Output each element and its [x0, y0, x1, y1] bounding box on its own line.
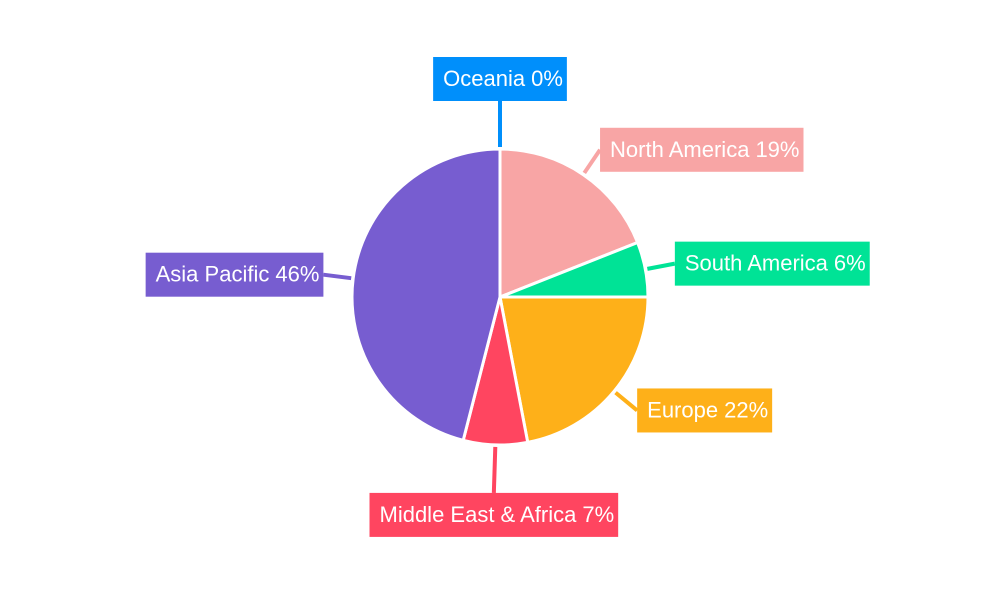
label-text: Asia Pacific 46%: [156, 262, 320, 287]
label-text: Europe 22%: [647, 397, 768, 422]
value-label: 22%: [724, 397, 768, 422]
label-text: South America 6%: [685, 250, 866, 275]
slice-label: South America 6%: [674, 241, 870, 286]
value-label: 0%: [531, 66, 563, 91]
label-box: [145, 252, 324, 297]
slice-label: Middle East & Africa 7%: [369, 492, 619, 537]
value-label: 19%: [755, 137, 799, 162]
slice-label: Oceania 0%: [433, 57, 567, 101]
label-box: [433, 57, 567, 101]
label-text: North America 19%: [610, 137, 799, 162]
category-label: Europe: [647, 397, 718, 422]
pie-slice: [350, 147, 502, 442]
pie: [350, 147, 650, 447]
pie-slice: [498, 295, 650, 444]
pie-slice: [498, 147, 640, 299]
label-box: [600, 127, 804, 172]
label-text: Middle East & Africa 7%: [380, 502, 615, 527]
slice-label: Asia Pacific 46%: [145, 252, 324, 297]
value-label: 7%: [582, 502, 614, 527]
slice-label: Europe 22%: [637, 388, 773, 433]
category-label: North America: [610, 137, 750, 162]
label-text: Oceania 0%: [443, 66, 563, 91]
leader-line: [646, 261, 676, 271]
category-label: Asia Pacific: [156, 262, 270, 287]
value-label: 46%: [275, 262, 319, 287]
category-label: Oceania: [443, 66, 526, 91]
leader-line: [582, 148, 602, 175]
category-label: Middle East & Africa: [380, 502, 578, 527]
leader-line: [614, 391, 639, 413]
label-box: [674, 241, 870, 286]
leader-line: [323, 272, 352, 281]
value-label: 6%: [834, 250, 866, 275]
slice-label: North America 19%: [600, 127, 804, 172]
label-box: [369, 492, 619, 537]
leader-line: [491, 446, 498, 493]
label-box: [637, 388, 773, 433]
labels: North America 19% South America 6% Europe 22%…: [145, 57, 870, 537]
category-label: South America: [685, 250, 829, 275]
